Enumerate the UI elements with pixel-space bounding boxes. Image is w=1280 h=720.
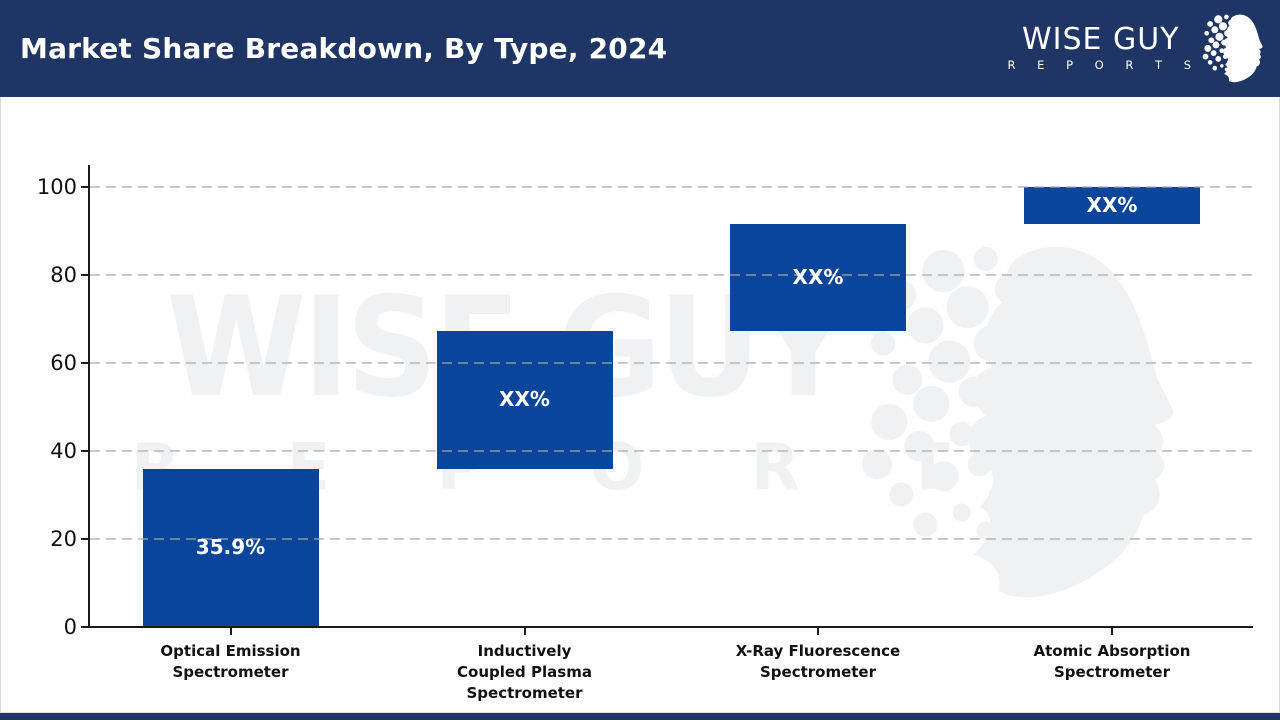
gridline-60 — [90, 362, 1253, 364]
category-label-line: Spectrometer — [1053, 663, 1171, 681]
logo-text: WISE GUY R E P O R T S — [1002, 22, 1201, 73]
category-label-line: Spectrometer — [466, 684, 583, 702]
y-tick-label-0: 0 — [63, 615, 77, 639]
y-tick-label-100: 100 — [36, 175, 77, 199]
bar-segment-0 — [142, 469, 319, 627]
x-axis-line — [88, 626, 1253, 628]
gridline-20 — [90, 538, 1253, 540]
watermark-face-icon — [862, 246, 1174, 598]
y-tick-60 — [81, 362, 89, 364]
category-label-line: Atomic Absorption — [1033, 642, 1191, 660]
category-label-2: X-Ray Fluorescence Spectrometer — [698, 641, 938, 683]
logo-name: WISE GUY — [1021, 22, 1180, 57]
category-label-line: Spectrometer — [759, 663, 877, 681]
bar-segment-1 — [436, 331, 613, 470]
y-tick-20 — [81, 538, 89, 540]
y-tick-label-80: 80 — [50, 263, 77, 287]
category-label-line: Optical Emission — [160, 642, 301, 660]
bar-value-label-0: 35.9% — [195, 535, 266, 560]
y-axis-line — [88, 165, 90, 628]
bar-value-label-3: XX% — [1086, 192, 1138, 217]
category-label-3: Atomic Absorption Spectrometer — [992, 641, 1232, 683]
y-tick-100 — [81, 186, 89, 188]
logo-tagline: R E P O R T S — [1007, 58, 1200, 72]
footer-bar — [0, 713, 1280, 720]
y-tick-40 — [81, 450, 89, 452]
category-label-0: Optical Emission Spectrometer — [111, 641, 351, 683]
y-tick-80 — [81, 274, 89, 276]
category-label-1: Inductively Coupled Plasma Spectrometer — [405, 641, 645, 704]
bar-segment-3 — [1024, 187, 1200, 225]
bar-value-label-1: XX% — [499, 387, 550, 412]
x-tick-2 — [817, 628, 819, 635]
x-tick-1 — [523, 628, 526, 635]
category-label-line: Inductively — [477, 642, 572, 660]
wise-guy-logo: WISE GUY R E P O R T S — [1002, 10, 1267, 88]
x-tick-0 — [229, 628, 232, 635]
gridline-40 — [90, 450, 1253, 452]
chart-title: Market Share Breakdown, By Type, 2024 — [20, 32, 668, 65]
category-label-line: X-Ray Fluorescence — [735, 642, 901, 660]
category-label-line: Spectrometer — [172, 663, 289, 681]
gridline-80 — [90, 274, 1253, 276]
logo-face-icon — [1202, 14, 1263, 82]
bar-segment-2 — [730, 224, 906, 332]
y-tick-label-40: 40 — [50, 439, 77, 463]
y-tick-label-20: 20 — [50, 527, 77, 551]
y-tick-0 — [81, 626, 89, 628]
header-bar: Market Share Breakdown, By Type, 2024 WI… — [0, 0, 1280, 97]
category-label-line: Coupled Plasma — [457, 663, 592, 681]
bar-value-label-2: XX% — [792, 264, 844, 289]
chart-canvas: WISE GUY R E P O R T S 0 20 40 60 80 100 35.9%… — [0, 97, 1280, 713]
y-tick-label-60: 60 — [50, 351, 77, 375]
gridline-100 — [90, 186, 1253, 188]
x-tick-3 — [1111, 628, 1113, 635]
